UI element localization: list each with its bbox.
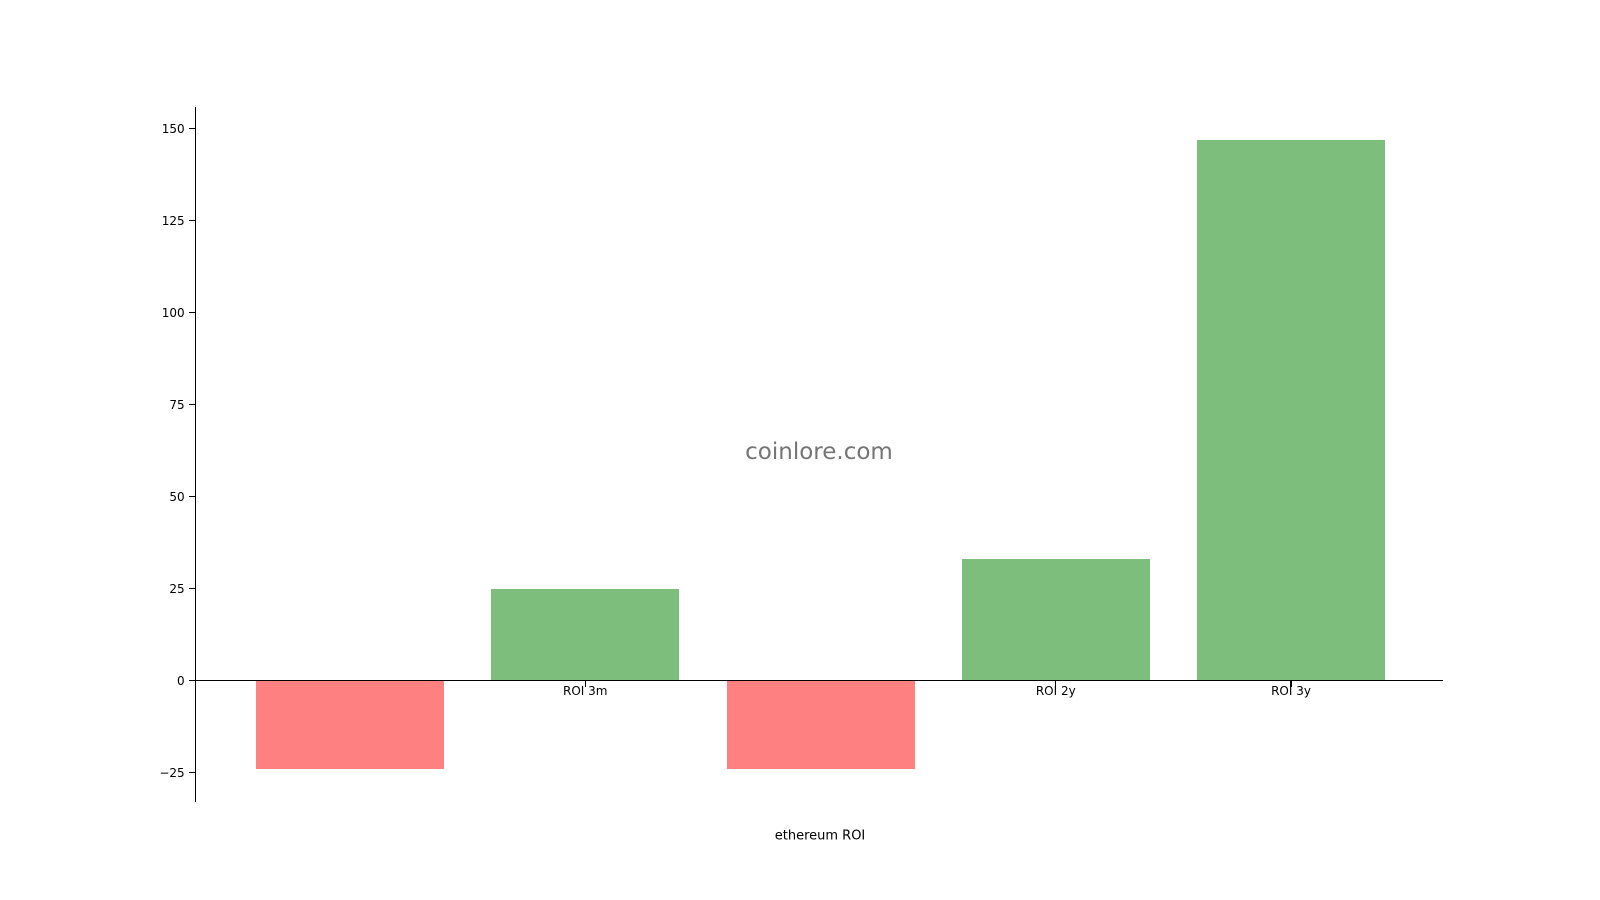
y-tick-label: 75: [169, 397, 185, 412]
y-tick-label: 50: [169, 489, 185, 504]
y-tick-mark: [188, 219, 195, 222]
y-tick-label: 125: [161, 213, 185, 228]
x-tick-mark: [584, 681, 586, 688]
y-tick-mark: [188, 403, 195, 406]
y-tick-label: 100: [161, 305, 185, 320]
bar-roi-3m: [491, 588, 680, 681]
y-tick-label: −25: [159, 765, 185, 780]
y-tick-label: 0: [177, 673, 185, 688]
y-tick-mark: [188, 679, 195, 682]
bar-roi-3y: [1197, 139, 1385, 681]
y-tick-mark: [188, 771, 195, 774]
bar-roi-2y: [961, 559, 1150, 681]
y-tick-label: 150: [161, 121, 185, 136]
y-tick-mark: [188, 311, 195, 314]
x-axis-line: [196, 679, 1443, 682]
bar-unlabeled-3: [726, 681, 915, 770]
y-tick-label: 25: [169, 581, 185, 596]
y-tick-mark: [188, 127, 195, 130]
x-tick-label-roi-3y: ROI 3y: [1271, 684, 1311, 698]
x-tick-label-roi-2y: ROI 2y: [1035, 684, 1076, 698]
watermark: coinlore.com: [745, 439, 893, 465]
x-tick-mark: [1055, 681, 1057, 688]
x-tick-mark: [1290, 681, 1292, 688]
y-tick-mark: [188, 495, 195, 498]
y-axis-spine: [194, 107, 196, 802]
y-tick-mark: [188, 587, 195, 590]
bar-unlabeled-1: [256, 681, 444, 770]
x-tick-label-roi-3m: ROI 3m: [563, 684, 608, 698]
x-axis-label: ethereum ROI: [774, 828, 866, 844]
